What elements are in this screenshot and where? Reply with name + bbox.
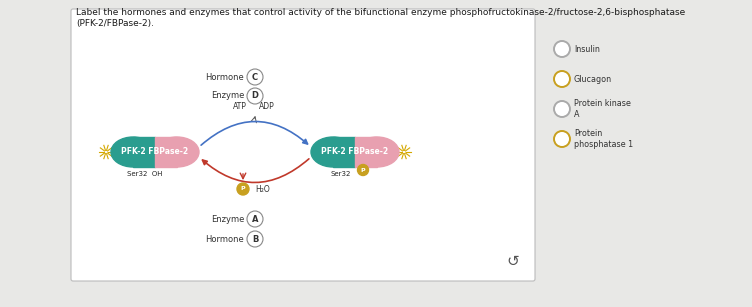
Text: PFK-2 FBPase-2: PFK-2 FBPase-2 [121, 147, 189, 157]
Circle shape [357, 165, 368, 176]
Text: ↺: ↺ [507, 254, 520, 269]
Text: Enzyme: Enzyme [211, 91, 244, 100]
Text: Protein kinase
A: Protein kinase A [574, 99, 631, 119]
Ellipse shape [311, 137, 355, 167]
Bar [133, 137, 155, 167]
Text: Hormone: Hormone [205, 72, 244, 81]
Text: Hormone: Hormone [205, 235, 244, 243]
FancyArrowPatch shape [202, 159, 309, 182]
Circle shape [554, 101, 570, 117]
Text: B: B [252, 235, 258, 243]
Circle shape [554, 131, 570, 147]
Circle shape [247, 69, 263, 85]
Text: Glucagon: Glucagon [574, 75, 612, 84]
Text: D: D [251, 91, 259, 100]
Circle shape [247, 231, 263, 247]
Ellipse shape [111, 137, 155, 167]
Text: (PFK-2/FBPase-2).: (PFK-2/FBPase-2). [76, 19, 154, 28]
Text: Protein
phosphatase 1: Protein phosphatase 1 [574, 129, 633, 149]
Circle shape [237, 183, 249, 195]
Text: PFK-2 FBPase-2: PFK-2 FBPase-2 [321, 147, 389, 157]
Text: ADP: ADP [259, 102, 274, 111]
Text: P: P [241, 186, 245, 192]
Text: Insulin: Insulin [574, 45, 600, 53]
Ellipse shape [355, 137, 399, 167]
Text: Ser32: Ser32 [331, 171, 351, 177]
Bar [155, 137, 177, 167]
Text: ATP: ATP [233, 102, 247, 111]
Circle shape [554, 71, 570, 87]
Text: H₂O: H₂O [255, 185, 270, 193]
Circle shape [554, 41, 570, 57]
Bar [355, 137, 377, 167]
FancyArrowPatch shape [201, 122, 308, 145]
Circle shape [247, 88, 263, 104]
Text: Enzyme: Enzyme [211, 215, 244, 223]
Text: P: P [361, 168, 365, 173]
Text: Label the hormones and enzymes that control activity of the bifunctional enzyme : Label the hormones and enzymes that cont… [76, 8, 685, 17]
Circle shape [247, 211, 263, 227]
FancyBboxPatch shape [71, 9, 535, 281]
Ellipse shape [155, 137, 199, 167]
Bar [333, 137, 355, 167]
Text: A: A [252, 215, 258, 223]
Text: Ser32  OH: Ser32 OH [127, 171, 162, 177]
Text: C: C [252, 72, 258, 81]
